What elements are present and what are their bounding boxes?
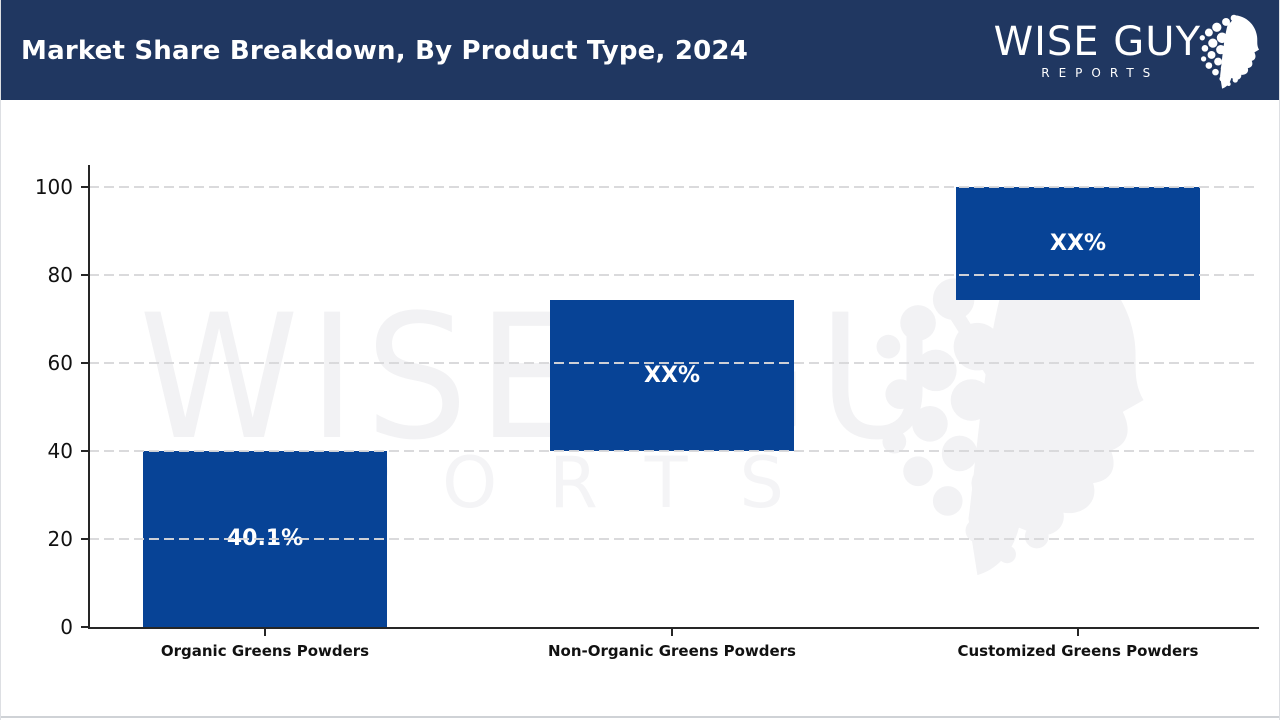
category-label-organic-greens-powders: Organic Greens Powders (160, 642, 370, 660)
gridline-y40 (89, 450, 1259, 452)
gridline-y100 (89, 186, 1259, 188)
y-axis-line (88, 165, 90, 627)
y-tick-mark (81, 538, 88, 540)
y-tick-mark (81, 274, 88, 276)
y-tick-mark (81, 362, 88, 364)
logo-wiseguy-text: WISE GUY (993, 19, 1201, 65)
bar-non-organic-greens-powders: XX% (550, 300, 794, 451)
bar-value-label: XX% (644, 362, 700, 388)
x-axis-line (88, 627, 1259, 629)
gridline-y20 (89, 538, 1259, 540)
y-tick-mark (81, 186, 88, 188)
y-axis-tick-label: 20 (47, 527, 73, 551)
x-tick-mark (264, 629, 266, 636)
y-axis-tick-label: 40 (47, 439, 73, 463)
category-label-non-organic-greens-powders: Non-Organic Greens Powders (548, 642, 796, 660)
bar-customized-greens-powders: XX% (956, 187, 1200, 301)
y-axis-tick-label: 100 (34, 175, 73, 199)
header-bar: Market Share Breakdown, By Product Type,… (1, 0, 1279, 100)
gridline-y60 (89, 362, 1259, 364)
chart-title: Market Share Breakdown, By Product Type,… (21, 36, 748, 66)
logo-face-icon (1197, 10, 1263, 92)
y-axis-tick-label: 60 (47, 351, 73, 375)
bottom-border-line (1, 716, 1279, 718)
bar-value-label: XX% (1050, 231, 1106, 257)
wise-guy-reports-logo: WISE GUY REPORTS (994, 8, 1263, 96)
y-axis-tick-label: 80 (47, 263, 73, 287)
y-tick-mark (81, 626, 88, 628)
x-tick-mark (1077, 629, 1079, 636)
category-label-customized-greens-powders: Customized Greens Powders (957, 642, 1199, 660)
y-tick-mark (81, 450, 88, 452)
y-axis-tick-label: 0 (60, 615, 73, 639)
x-tick-mark (671, 629, 673, 636)
logo-reports-text: REPORTS (1041, 66, 1160, 80)
gridline-y80 (89, 274, 1259, 276)
logo-text: WISE GUY REPORTS (994, 22, 1201, 80)
